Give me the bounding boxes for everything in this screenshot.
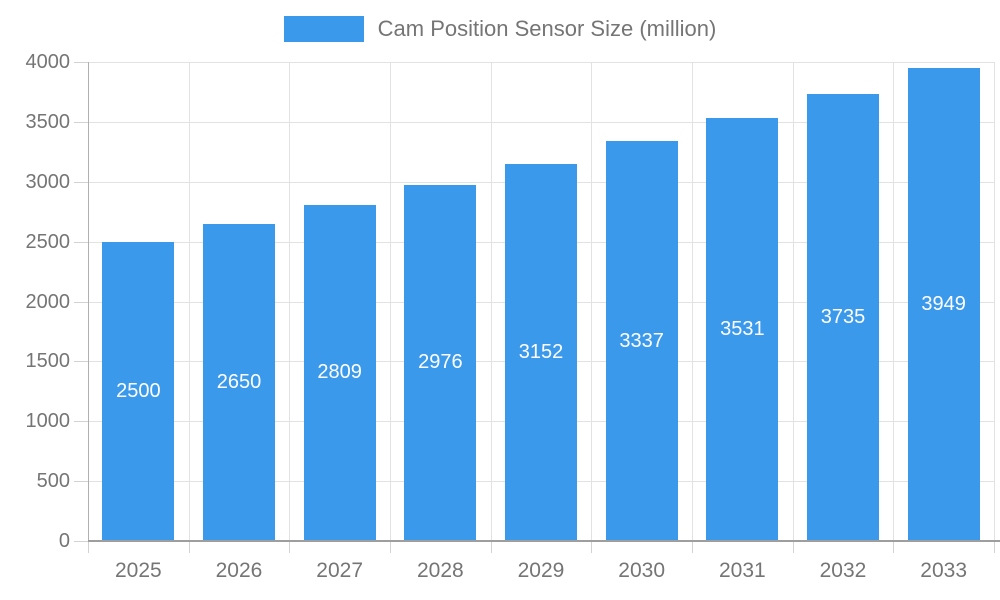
bar: 3531 — [706, 118, 779, 541]
bar: 3337 — [605, 141, 678, 541]
y-axis-tick-label: 500 — [36, 470, 70, 493]
gridline-vertical — [490, 62, 492, 541]
gridline-vertical — [188, 62, 190, 541]
bar-value-label: 2976 — [418, 351, 463, 374]
x-axis-tick-label: 2025 — [114, 559, 162, 582]
x-axis-tick — [792, 541, 794, 553]
bar-value-label: 3531 — [720, 318, 765, 341]
gridline-vertical — [893, 62, 895, 541]
y-axis-line — [88, 62, 89, 541]
y-axis-tick-label: 0 — [58, 530, 70, 552]
bar: 3949 — [907, 68, 980, 541]
x-axis-tick-label: 2029 — [517, 559, 565, 582]
bar: 2976 — [404, 184, 477, 541]
y-axis-tick — [74, 62, 88, 63]
x-axis-tick — [692, 541, 693, 553]
x-axis-tick — [188, 541, 190, 553]
y-axis-tick-label: 1000 — [25, 410, 71, 433]
y-axis-tick — [74, 421, 88, 423]
y-axis-tick-label: 2500 — [25, 230, 71, 253]
x-axis-tick-label: 2032 — [819, 559, 867, 582]
gridline-vertical — [390, 62, 391, 541]
gridline-vertical — [792, 62, 794, 541]
x-axis-tick-label: 2028 — [416, 559, 464, 582]
bar-value-label: 2500 — [116, 379, 161, 402]
x-axis-tick — [88, 541, 89, 553]
bar-value-label: 2650 — [216, 370, 262, 393]
x-axis-tick — [390, 541, 391, 553]
x-axis-tick — [994, 541, 995, 553]
bar-value-label: 3337 — [619, 329, 664, 352]
bar: 3735 — [807, 93, 879, 541]
y-axis-tick — [74, 121, 88, 123]
bar: 3152 — [505, 163, 577, 541]
y-axis-tick-label: 1500 — [25, 350, 71, 373]
legend-label: Cam Position Sensor Size (million) — [377, 16, 717, 41]
y-axis-tick — [74, 541, 88, 542]
x-axis-tick — [893, 541, 895, 553]
y-axis-tick-label: 3000 — [25, 170, 71, 193]
x-axis-tick — [289, 541, 291, 553]
gridline-vertical — [692, 62, 693, 541]
y-axis-tick — [74, 241, 88, 243]
gridline-vertical — [994, 62, 995, 541]
y-axis-tick-label: 3500 — [25, 110, 71, 133]
x-axis-tick-label: 2027 — [316, 559, 364, 582]
x-axis-tick — [591, 541, 593, 553]
gridline-vertical — [289, 62, 291, 541]
bar-value-label: 3949 — [921, 293, 966, 316]
x-axis-tick-label: 2031 — [718, 559, 766, 582]
y-axis-tick — [74, 301, 88, 303]
y-axis-tick — [74, 181, 88, 183]
bar: 2500 — [102, 241, 175, 541]
legend-swatch — [283, 16, 364, 42]
gridline-vertical — [591, 62, 593, 541]
bar: 2650 — [203, 223, 275, 541]
bar: 2809 — [303, 204, 376, 541]
gridline-horizontal — [88, 62, 994, 63]
x-axis-line — [88, 540, 1000, 542]
bar-value-label: 3152 — [518, 340, 564, 363]
legend-item[interactable]: Cam Position Sensor Size (million) — [0, 16, 1000, 42]
x-axis-tick-label: 2033 — [920, 559, 968, 582]
bar-value-label: 2809 — [317, 361, 362, 384]
y-axis-tick-label: 4000 — [25, 51, 71, 73]
x-axis-tick-label: 2026 — [215, 559, 263, 582]
y-axis-tick-label: 2000 — [25, 290, 71, 313]
bar-value-label: 3735 — [820, 305, 866, 328]
x-axis-tick — [490, 541, 492, 553]
y-axis-tick — [74, 361, 88, 363]
y-axis-tick — [74, 481, 88, 483]
gridline-horizontal — [88, 121, 994, 123]
x-axis-tick-label: 2030 — [618, 559, 666, 582]
